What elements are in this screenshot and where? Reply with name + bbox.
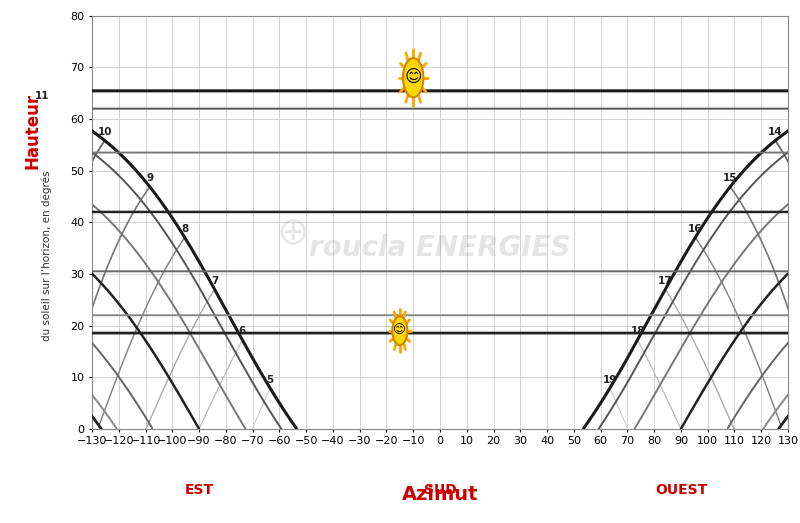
Text: SUD: SUD <box>424 483 456 496</box>
Text: 8: 8 <box>181 224 188 234</box>
Text: OUEST: OUEST <box>654 483 707 496</box>
Text: 16: 16 <box>688 224 702 234</box>
Text: 5: 5 <box>266 374 274 384</box>
Text: 17: 17 <box>658 276 673 286</box>
Text: du soleil sur l’horizon, en degrés: du soleil sur l’horizon, en degrés <box>42 170 52 340</box>
Circle shape <box>403 58 423 97</box>
Text: EST: EST <box>185 483 214 496</box>
Text: 😊: 😊 <box>394 324 406 336</box>
Text: roucla ENERGIES: roucla ENERGIES <box>309 234 571 262</box>
Text: 14: 14 <box>768 127 782 137</box>
Text: 😊: 😊 <box>405 67 422 86</box>
Text: ⊕: ⊕ <box>277 213 309 252</box>
Text: 18: 18 <box>630 326 645 336</box>
X-axis label: Azimut: Azimut <box>402 485 478 504</box>
Text: 6: 6 <box>238 326 246 336</box>
Text: 19: 19 <box>602 374 617 384</box>
Text: Hauteur: Hauteur <box>24 93 42 169</box>
Text: 9: 9 <box>146 173 154 183</box>
Text: 10: 10 <box>98 127 112 137</box>
Text: 11: 11 <box>34 92 49 101</box>
Text: 15: 15 <box>723 173 738 183</box>
Text: 7: 7 <box>211 276 218 286</box>
Circle shape <box>392 316 407 345</box>
